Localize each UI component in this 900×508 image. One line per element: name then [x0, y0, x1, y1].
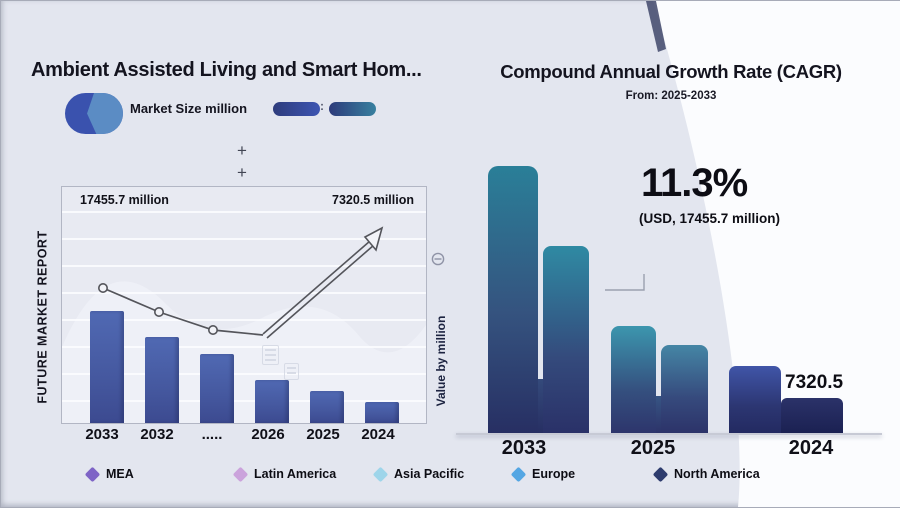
market-size-chart-panel: 17455.7 million 7320.5 million — [61, 186, 427, 424]
legend-item-mea: MEA — [84, 466, 134, 482]
legend-label: Asia Pacific — [394, 467, 465, 481]
legend-swatch-diamond — [652, 466, 669, 482]
market-size-caption: Market Size million — [130, 101, 248, 116]
minus-circle-icon — [431, 252, 445, 266]
bar-2032 — [145, 337, 179, 423]
right-chart-title: Compound Annual Growth Rate (CAGR) — [500, 61, 842, 82]
legend-label: Latin America — [254, 467, 337, 481]
bar-2033-primary — [488, 166, 538, 433]
right-y-axis-label: Value by million — [434, 315, 448, 407]
bar-2024-primary — [729, 366, 781, 433]
callout-bracket-icon — [605, 274, 645, 291]
legend-swatch-diamond — [510, 466, 527, 482]
x-tick-2024: 2024 — [788, 437, 834, 459]
bar-2025-secondary — [661, 345, 708, 433]
legend-item-asia-pacific: Asia Pacific — [372, 466, 465, 482]
trend-line-and-growth-arrow-icon — [97, 226, 384, 339]
brand-logo-icon — [65, 93, 123, 134]
ratio-pill-left-icon — [273, 102, 320, 116]
document-watermark-icon — [284, 363, 299, 380]
bar-2033 — [90, 311, 124, 423]
x-tick-2025: 2025 — [306, 426, 340, 443]
x-tick-2026: 2026 — [251, 426, 285, 443]
right-chart-subtitle: From: 2025-2033 — [625, 90, 717, 102]
dark-edge-accent — [646, 1, 666, 52]
document-watermark-icon — [262, 345, 279, 365]
ratio-pill-right-icon — [329, 102, 376, 116]
white-swoosh-shape — [653, 1, 900, 507]
start-value-label: 17455.7 million — [80, 193, 169, 207]
bar-2025 — [310, 391, 344, 423]
legend-item-latin-america: Latin America — [232, 466, 337, 482]
x-tick-2033: 2033 — [501, 437, 547, 459]
cagr-detail: (USD, 17455.7 million) — [639, 211, 781, 226]
value-label-7320: 7320.5 — [785, 372, 844, 393]
legend-label: Europe — [532, 467, 576, 481]
x-tick-2033: 2033 — [85, 426, 119, 443]
legend-swatch-diamond — [372, 466, 389, 482]
bar-dots — [200, 354, 234, 423]
x-tick-2024: 2024 — [361, 426, 395, 443]
bar-2026 — [255, 380, 289, 423]
x-tick-2025: 2025 — [630, 437, 676, 459]
cagr-value: 11.3% — [641, 161, 748, 205]
line-marker — [154, 307, 165, 318]
logo-facet-shape — [87, 93, 123, 134]
plus-icon: + — [237, 141, 247, 160]
line-marker — [208, 325, 219, 336]
line-marker — [97, 283, 108, 294]
cagr-chart-panel — [456, 130, 886, 435]
legend-swatch-diamond — [84, 466, 101, 482]
legend-label: MEA — [106, 467, 134, 481]
legend-item-europe: Europe — [510, 466, 576, 482]
bar-2033-secondary — [543, 246, 589, 433]
left-y-axis-label: FUTURE MARKET REPORT — [35, 230, 50, 404]
arrowhead — [363, 226, 384, 252]
ratio-separator: : — [320, 99, 324, 113]
left-chart-title: Ambient Assisted Living and Smart Hom... — [31, 59, 422, 81]
x-tick-2032: 2032 — [140, 426, 174, 443]
bar-2024-secondary — [781, 398, 843, 433]
legend-swatch-diamond — [232, 466, 249, 482]
end-value-label: 7320.5 million — [332, 193, 414, 207]
plus-icon: + — [237, 163, 247, 182]
x-axis-line — [456, 433, 882, 435]
bar-2025-primary — [611, 326, 656, 433]
x-tick-dots: ..... — [201, 426, 223, 443]
legend-item-north-america: North America — [652, 466, 760, 482]
bar-2024 — [365, 402, 399, 423]
legend-label: North America — [674, 467, 760, 481]
